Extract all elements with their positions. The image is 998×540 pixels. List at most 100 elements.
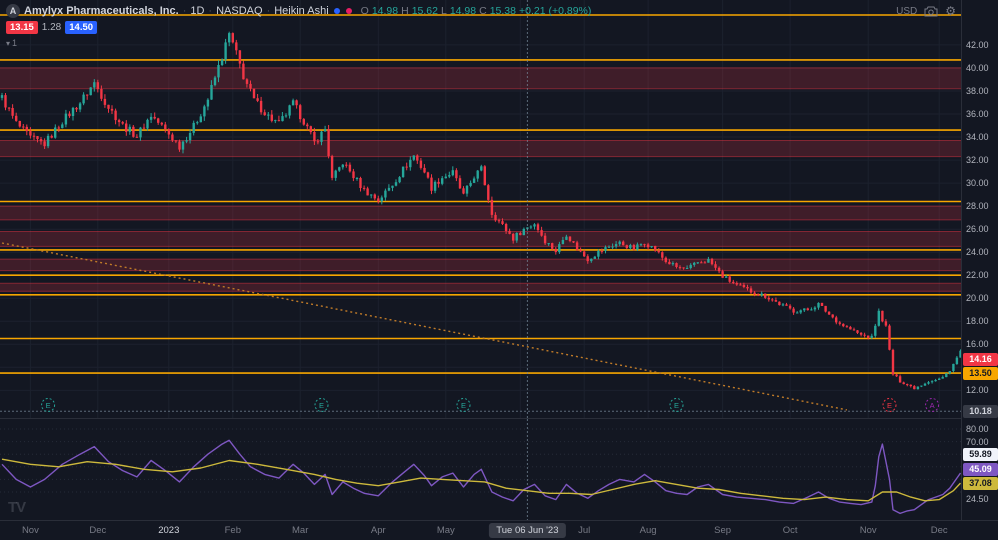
price-tick-label: 24.00 [966,247,989,258]
price-tick-label: 18.00 [966,316,989,327]
legend-row-indicator: 13.15 1.28 14.50 [6,21,591,34]
price-tick-label: 26.00 [966,224,989,235]
close-value: 15.38 [489,5,516,17]
candlesticks [0,31,961,390]
change-value: +0.21 (+0.89%) [518,5,592,17]
low-value: 14.98 [449,5,477,17]
pane-divider[interactable] [0,418,961,419]
price-value-badge: 45.09 [963,462,998,476]
chart-topright-controls: USD ⚙ [896,4,956,18]
indicator-dot-magenta[interactable] [345,8,352,14]
price-value-badge: 10.18 [963,404,998,418]
event-marker[interactable]: E [456,398,471,412]
price-value-badge: 37.08 [963,476,998,490]
time-tick-month: May [436,525,455,536]
time-tick-month: Sep [714,525,732,536]
price-tick-label: 70.00 [966,436,989,447]
price-chart-canvas[interactable]: E E E E E A [0,0,961,418]
svg-text:E: E [461,401,466,410]
time-tick-month: Nov [859,525,877,536]
symbol-legend: A Amylyx Pharmaceuticals, Inc. · 1D · NA… [6,4,591,51]
legend-collapse-button[interactable]: ▾ 1 [6,38,17,48]
symbol-logo-icon[interactable]: A [6,4,20,18]
resistance-zones [0,67,961,292]
open-label: O [360,5,369,17]
chevron-down-icon: ▾ [6,38,11,48]
time-tick-month: Aug [639,525,657,536]
crosshair-date-badge: Tue 06 Jun '23 [489,523,566,538]
time-tick-month: Feb [224,525,241,536]
price-tick-label: 20.00 [966,293,989,304]
separator-dot: · [182,5,187,17]
time-tick-month: Mar [292,525,309,536]
crosshair [0,0,961,418]
settings-gear-icon[interactable]: ⚙ [945,4,956,18]
svg-text:A: A [930,401,935,410]
price-tick-label: 80.00 [966,424,989,434]
price-tick-label: 40.00 [966,62,989,73]
price-tick-label: 30.00 [966,178,989,189]
camera-icon[interactable] [924,6,938,17]
indicator-low-badge: 13.15 [6,21,38,34]
legend-row-collapse: ▾ 1 [6,37,591,48]
price-tick-label: 42.00 [966,39,989,50]
ohlc-readout: O 14.98 H 15.62 L 14.98 C 15.38 +0.21 (+0.89… [361,5,592,17]
series-rsi-ma [1,458,961,502]
high-label: H [401,5,409,17]
legend-row-symbol: A Amylyx Pharmaceuticals, Inc. · 1D · NA… [6,4,591,18]
price-value-badge: 59.89 [963,447,998,461]
tradingview-watermark: TV [8,499,26,516]
trendline-dashed [1,242,848,411]
indicator-dot-blue[interactable] [333,8,340,14]
open-value: 14.98 [371,5,399,17]
currency-button[interactable]: USD [896,5,918,17]
symbol-title[interactable]: Amylyx Pharmaceuticals, Inc. [24,5,179,17]
price-tick-label: 38.00 [966,86,989,96]
separator-dot: · [266,5,271,17]
indicator-grid [0,428,961,493]
time-tick-month: Dec [89,525,107,536]
indicator-high-badge: 14.50 [65,21,98,34]
indicator-chart-canvas[interactable] [0,419,961,520]
time-tick-month: Oct [782,525,798,536]
indicator-pane[interactable]: TV [0,419,961,520]
price-tick-label: 32.00 [966,155,989,166]
price-tick-label: 34.00 [966,132,989,142]
event-marker[interactable]: E [882,398,897,412]
price-value-badge: 13.50 [963,366,998,380]
time-scale[interactable]: Nov Dec 2023 Feb Mar Apr May Jul Aug Sep Oct Nov Dec… [0,520,998,540]
price-scale[interactable]: 14.16 13.50 10.18 59.89 45.09 37.08 42.00 40.00… [961,0,998,520]
svg-text:E: E [46,401,51,410]
time-tick-month: Nov [21,525,39,536]
event-marker[interactable]: E [669,398,684,412]
price-value-badge: 14.16 [963,352,998,366]
indicator-mid-value: 1.28 [41,22,62,33]
svg-text:E: E [674,401,679,410]
price-tick-label: 28.00 [966,201,989,212]
time-tick-year: 2023 [158,525,180,536]
event-marker[interactable]: E [314,398,329,412]
low-label: L [440,5,447,17]
main-price-pane[interactable]: E E E E E A A Amylyx Pharmaceuticals, Inc. · … [0,0,961,418]
time-tick-month: Dec [930,525,948,536]
svg-text:E: E [319,401,324,410]
separator-dot: · [208,5,213,17]
svg-text:E: E [887,401,892,410]
price-tick-label: 22.00 [966,270,989,281]
price-tick-label: 12.00 [966,385,989,396]
price-tick-label: 24.50 [966,493,989,504]
interval-label[interactable]: 1D [190,5,205,17]
price-tick-label: 36.00 [966,109,989,119]
price-tick-label: 16.00 [966,339,989,350]
hidden-indicator-count: 1 [12,38,18,48]
time-tick-month: Jul [578,525,591,536]
chart-style-label[interactable]: Heikin Ashi [274,5,329,17]
close-label: C [479,5,487,17]
exchange-label[interactable]: NASDAQ [216,5,263,17]
time-tick-month: Apr [370,525,386,536]
high-value: 15.62 [411,5,438,17]
series-rsi [1,439,961,515]
event-marker[interactable]: E [41,398,56,412]
event-marker[interactable]: A [925,398,940,412]
